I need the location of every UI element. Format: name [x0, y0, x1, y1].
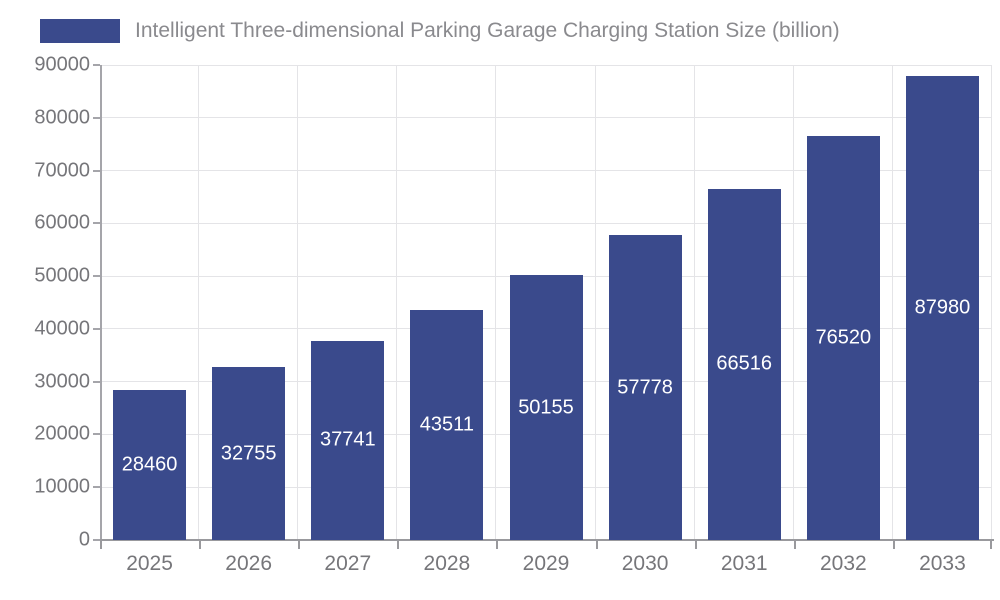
gridline-vertical — [594, 65, 596, 540]
x-tick-label: 2032 — [819, 552, 867, 575]
y-axis-tick — [93, 380, 100, 383]
bar-value-label: 43511 — [419, 413, 474, 436]
gridline-vertical — [792, 65, 794, 540]
x-axis-tick — [496, 541, 499, 549]
bar — [905, 75, 979, 540]
bar-value-label: 50155 — [518, 396, 574, 419]
x-tick-label: 2029 — [522, 552, 570, 575]
y-tick-label: 90000 — [34, 53, 90, 76]
y-axis-tick — [93, 222, 100, 225]
bar-value-label: 87980 — [914, 296, 971, 319]
x-tick-label: 2026 — [225, 552, 273, 575]
x-axis — [98, 539, 994, 541]
y-axis — [100, 65, 102, 540]
y-axis-tick — [93, 275, 100, 278]
bar-value-label: 32755 — [220, 442, 277, 465]
y-tick-label: 40000 — [34, 317, 90, 340]
y-tick-label: 50000 — [34, 264, 90, 287]
y-tick-label: 70000 — [34, 159, 90, 182]
y-tick-label: 20000 — [34, 422, 90, 445]
bar — [608, 235, 682, 540]
x-axis-tick — [990, 541, 992, 549]
x-tick-label: 2027 — [324, 552, 372, 575]
plot-area: 0 10000 20000 30000 40000 50000 60000 70000 8000… — [34, 54, 994, 575]
bar-value-label: 66516 — [716, 352, 773, 375]
y-axis-tick — [93, 539, 100, 541]
bar-value-label: 76520 — [815, 326, 872, 349]
x-axis-tick — [100, 541, 102, 549]
gridline-horizontal — [100, 64, 992, 66]
bar — [410, 310, 484, 540]
x-axis-tick — [892, 541, 895, 549]
gridline-horizontal — [100, 222, 992, 224]
y-axis-tick — [93, 116, 100, 119]
x-axis-tick — [199, 541, 202, 549]
x-axis-tick — [397, 541, 400, 549]
x-tick-label: 2028 — [423, 552, 471, 575]
bar — [509, 275, 583, 540]
y-tick-label: 30000 — [34, 370, 90, 393]
bar — [212, 367, 286, 540]
bar — [806, 136, 880, 540]
bar-value-label: 28460 — [121, 453, 178, 476]
x-axis-tick — [793, 541, 796, 549]
x-axis-tick — [595, 541, 598, 549]
legend-item[interactable]: Intelligent Three-dimensional Parking Ga… — [40, 16, 840, 46]
x-tick-label: 2033 — [919, 552, 966, 575]
x-tick-label: 2031 — [720, 552, 768, 575]
y-tick-label: 10000 — [34, 475, 90, 498]
y-axis-tick — [93, 169, 100, 172]
gridline-horizontal — [100, 117, 992, 119]
bar-value-label: 57778 — [617, 376, 673, 399]
gridline-vertical — [891, 65, 893, 540]
gridline-vertical — [991, 65, 992, 540]
y-axis-tick — [93, 486, 100, 489]
gridline-vertical — [198, 65, 200, 540]
x-tick-label: 2030 — [621, 552, 669, 575]
gridline-vertical — [495, 65, 497, 540]
legend-label: Intelligent Three-dimensional Parking Ga… — [135, 19, 840, 42]
bar-value-label: 37741 — [319, 428, 376, 451]
y-tick-label: 80000 — [34, 106, 90, 129]
bar — [113, 389, 187, 540]
x-tick-label: 2025 — [126, 552, 173, 575]
x-axis-tick — [298, 541, 301, 549]
x-axis-tick — [694, 541, 697, 549]
y-axis-tick — [93, 433, 100, 436]
y-tick-label: 0 — [78, 528, 90, 551]
gridline-vertical — [297, 65, 299, 540]
legend-swatch — [40, 19, 120, 43]
bar — [311, 340, 385, 540]
gridline-vertical — [693, 65, 695, 540]
y-tick-label: 60000 — [34, 211, 90, 234]
gridline-vertical — [396, 65, 398, 540]
y-axis-tick — [93, 64, 100, 66]
y-axis-tick — [93, 327, 100, 330]
gridline-horizontal — [100, 170, 992, 172]
bar — [707, 188, 781, 540]
